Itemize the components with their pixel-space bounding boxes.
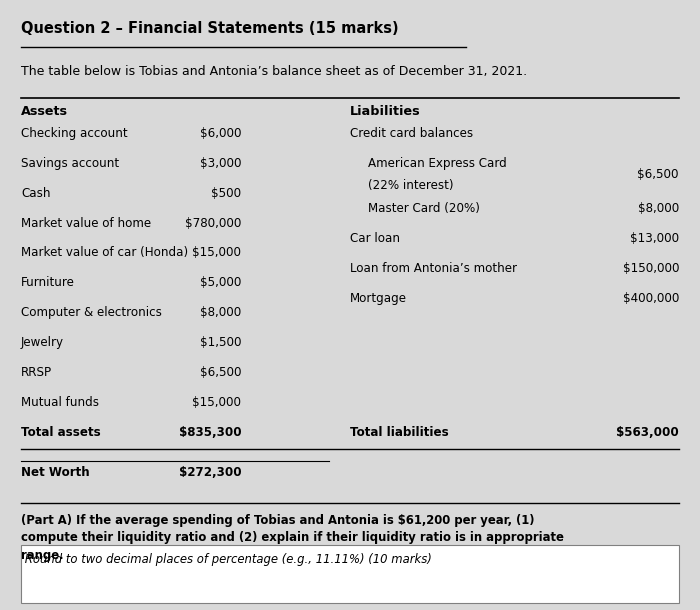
- Text: $1,500: $1,500: [200, 336, 242, 349]
- Text: Checking account: Checking account: [21, 127, 127, 140]
- Text: Jewelry: Jewelry: [21, 336, 64, 349]
- Text: $780,000: $780,000: [185, 217, 242, 229]
- Text: $8,000: $8,000: [200, 306, 242, 319]
- Text: Market value of car (Honda): Market value of car (Honda): [21, 246, 188, 259]
- Text: $835,300: $835,300: [179, 426, 242, 439]
- Text: $6,000: $6,000: [200, 127, 242, 140]
- Bar: [21, 545, 679, 603]
- Text: Total assets: Total assets: [21, 426, 101, 439]
- Text: Liabilities: Liabilities: [350, 105, 421, 118]
- Text: $8,000: $8,000: [638, 202, 679, 215]
- Text: Market value of home: Market value of home: [21, 217, 151, 229]
- Text: $6,500: $6,500: [638, 168, 679, 181]
- Text: $500: $500: [211, 187, 242, 199]
- Text: American Express Card: American Express Card: [368, 157, 506, 170]
- Text: Mortgage: Mortgage: [350, 292, 407, 304]
- Text: Cash: Cash: [21, 187, 50, 199]
- Text: Credit card balances: Credit card balances: [350, 127, 473, 140]
- Text: $13,000: $13,000: [630, 232, 679, 245]
- Text: Total liabilities: Total liabilities: [350, 426, 449, 439]
- Text: Car loan: Car loan: [350, 232, 400, 245]
- Text: $5,000: $5,000: [200, 276, 242, 289]
- Text: $272,300: $272,300: [179, 466, 242, 479]
- Text: The table below is Tobias and Antonia’s balance sheet as of December 31, 2021.: The table below is Tobias and Antonia’s …: [21, 65, 527, 78]
- Text: Savings account: Savings account: [21, 157, 119, 170]
- Text: (22% interest): (22% interest): [368, 179, 453, 192]
- Text: $15,000: $15,000: [193, 396, 242, 409]
- Text: Loan from Antonia’s mother: Loan from Antonia’s mother: [350, 262, 517, 274]
- Text: Mutual funds: Mutual funds: [21, 396, 99, 409]
- Text: RRSP: RRSP: [21, 366, 52, 379]
- Text: Assets: Assets: [21, 105, 68, 118]
- Text: Net Worth: Net Worth: [21, 466, 90, 479]
- Text: $150,000: $150,000: [622, 262, 679, 274]
- Text: Computer & electronics: Computer & electronics: [21, 306, 162, 319]
- Text: $3,000: $3,000: [200, 157, 242, 170]
- Text: Round to two decimal places of percentage (e.g., 11.11%) (10 marks): Round to two decimal places of percentag…: [21, 553, 432, 565]
- Text: $563,000: $563,000: [616, 426, 679, 439]
- Text: (Part A) If the average spending of Tobias and Antonia is $61,200 per year, (1)
: (Part A) If the average spending of Tobi…: [21, 514, 564, 562]
- Text: $15,000: $15,000: [193, 246, 242, 259]
- Text: $400,000: $400,000: [622, 292, 679, 304]
- Text: Question 2 – Financial Statements (15 marks): Question 2 – Financial Statements (15 ma…: [21, 21, 398, 37]
- Text: Furniture: Furniture: [21, 276, 75, 289]
- Text: $6,500: $6,500: [200, 366, 242, 379]
- Text: Master Card (20%): Master Card (20%): [368, 202, 480, 215]
